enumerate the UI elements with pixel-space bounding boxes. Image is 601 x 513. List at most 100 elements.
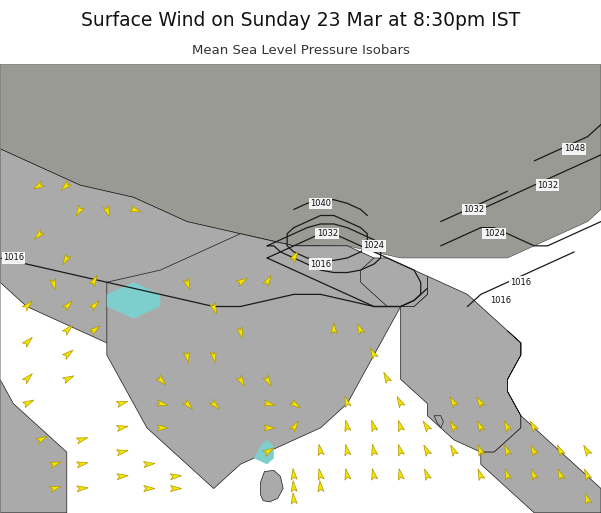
- Polygon shape: [450, 397, 459, 408]
- Polygon shape: [398, 468, 404, 480]
- Polygon shape: [357, 324, 365, 335]
- Polygon shape: [183, 351, 189, 363]
- Polygon shape: [22, 373, 32, 384]
- Polygon shape: [209, 399, 219, 409]
- Polygon shape: [263, 275, 271, 287]
- Polygon shape: [260, 470, 283, 502]
- Polygon shape: [130, 206, 141, 212]
- Polygon shape: [63, 253, 71, 265]
- Polygon shape: [76, 205, 84, 216]
- Polygon shape: [345, 444, 351, 456]
- Polygon shape: [397, 397, 405, 408]
- Polygon shape: [318, 481, 324, 492]
- Polygon shape: [22, 337, 32, 347]
- Polygon shape: [481, 331, 601, 513]
- Polygon shape: [477, 421, 485, 432]
- Polygon shape: [237, 327, 243, 339]
- Polygon shape: [345, 420, 351, 431]
- Polygon shape: [22, 301, 32, 311]
- Polygon shape: [584, 445, 592, 457]
- Polygon shape: [0, 149, 320, 367]
- Text: 1016: 1016: [310, 260, 331, 268]
- Polygon shape: [361, 258, 427, 306]
- Polygon shape: [477, 397, 485, 408]
- Polygon shape: [50, 279, 56, 290]
- Text: 1016: 1016: [510, 278, 531, 287]
- Polygon shape: [424, 445, 432, 457]
- Polygon shape: [210, 302, 216, 314]
- Polygon shape: [34, 229, 44, 240]
- Polygon shape: [558, 469, 565, 481]
- Polygon shape: [371, 468, 377, 480]
- Polygon shape: [144, 485, 155, 491]
- Polygon shape: [61, 181, 71, 191]
- Polygon shape: [49, 486, 61, 492]
- Polygon shape: [263, 448, 274, 457]
- Polygon shape: [345, 468, 351, 480]
- Polygon shape: [63, 350, 73, 360]
- Polygon shape: [77, 486, 88, 492]
- Polygon shape: [0, 379, 67, 513]
- Polygon shape: [434, 416, 444, 428]
- Polygon shape: [291, 468, 297, 480]
- Polygon shape: [505, 445, 511, 456]
- Polygon shape: [117, 473, 128, 480]
- Polygon shape: [210, 351, 216, 363]
- Polygon shape: [264, 425, 275, 431]
- Polygon shape: [236, 375, 245, 386]
- Polygon shape: [424, 469, 432, 481]
- Polygon shape: [331, 323, 337, 334]
- Text: 1032: 1032: [537, 181, 558, 190]
- Polygon shape: [36, 437, 47, 444]
- Polygon shape: [0, 64, 601, 246]
- Polygon shape: [291, 492, 297, 504]
- Polygon shape: [63, 301, 73, 311]
- Polygon shape: [398, 444, 404, 456]
- Polygon shape: [263, 375, 271, 386]
- Text: 1048: 1048: [564, 144, 585, 153]
- Polygon shape: [76, 462, 88, 468]
- Polygon shape: [290, 399, 300, 408]
- Polygon shape: [531, 469, 538, 481]
- Polygon shape: [318, 468, 324, 480]
- Polygon shape: [156, 400, 168, 406]
- Polygon shape: [345, 396, 351, 407]
- Polygon shape: [76, 438, 88, 444]
- Polygon shape: [0, 64, 601, 258]
- Text: 1024: 1024: [484, 229, 505, 238]
- Polygon shape: [63, 325, 73, 335]
- Polygon shape: [157, 425, 168, 431]
- Polygon shape: [318, 444, 324, 456]
- Text: Surface Wind on Sunday 23 Mar at 8:30pm IST: Surface Wind on Sunday 23 Mar at 8:30pm …: [81, 11, 520, 30]
- Polygon shape: [398, 420, 404, 432]
- Polygon shape: [254, 440, 274, 464]
- Polygon shape: [478, 469, 485, 481]
- Text: 1040: 1040: [310, 199, 331, 208]
- Polygon shape: [371, 420, 378, 432]
- Polygon shape: [183, 399, 193, 409]
- Text: 1032: 1032: [317, 229, 338, 238]
- Polygon shape: [383, 372, 391, 384]
- Polygon shape: [531, 445, 538, 457]
- Polygon shape: [22, 400, 34, 408]
- Polygon shape: [103, 205, 109, 217]
- Polygon shape: [585, 469, 592, 481]
- Polygon shape: [33, 181, 44, 189]
- Polygon shape: [557, 445, 565, 457]
- Polygon shape: [144, 462, 155, 468]
- Polygon shape: [236, 278, 247, 286]
- Polygon shape: [89, 326, 100, 335]
- Text: 1024: 1024: [364, 241, 385, 250]
- Polygon shape: [290, 251, 298, 262]
- Polygon shape: [183, 278, 190, 290]
- Polygon shape: [451, 445, 458, 457]
- Polygon shape: [478, 445, 485, 456]
- Polygon shape: [107, 234, 401, 488]
- Polygon shape: [585, 493, 591, 505]
- Polygon shape: [116, 401, 128, 407]
- Polygon shape: [530, 421, 538, 432]
- Polygon shape: [156, 375, 166, 385]
- Polygon shape: [117, 450, 128, 456]
- Polygon shape: [450, 421, 459, 432]
- Polygon shape: [89, 301, 99, 311]
